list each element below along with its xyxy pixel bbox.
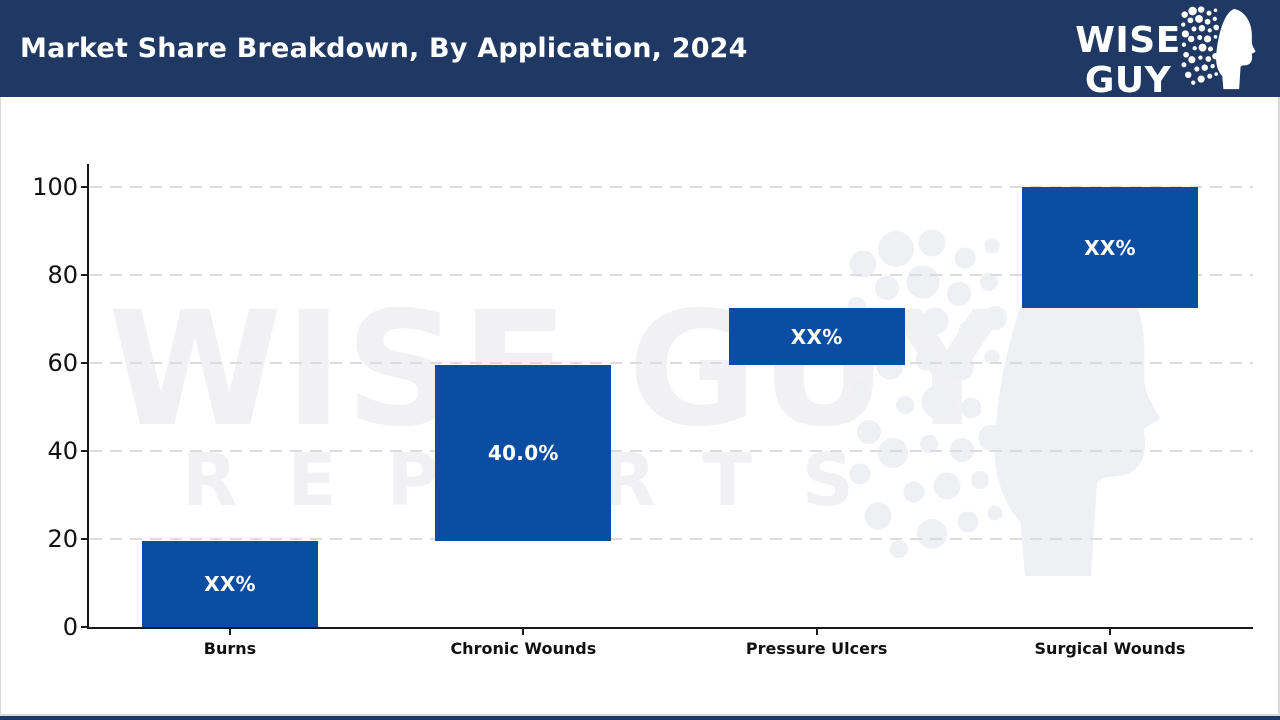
x-axis-category-label: Chronic Wounds (450, 639, 597, 658)
y-axis-tick-label: 100 (32, 173, 78, 201)
x-axis-tick (522, 628, 525, 635)
header-banner: Market Share Breakdown, By Application, … (0, 0, 1280, 118)
x-axis-tick (229, 628, 231, 635)
gridline (90, 450, 1253, 452)
y-axis-tick-label: 60 (47, 349, 78, 377)
logo-subtitle: REPORTS (1071, 103, 1194, 118)
y-axis-tick (81, 538, 88, 540)
logo-head-icon (1181, 6, 1256, 90)
bar-burns: XX% (142, 541, 318, 627)
bar-value-label: XX% (204, 572, 256, 597)
gridline (90, 186, 1253, 188)
logo: WISE GUY REPORTS (1038, 21, 1218, 119)
y-axis-tick-label: 0 (62, 613, 78, 641)
gridline (90, 538, 1253, 540)
bar-value-label: XX% (790, 324, 843, 349)
x-axis-category-label: Pressure Ulcers (745, 639, 888, 658)
y-axis-tick (81, 450, 88, 452)
gridline (90, 274, 1253, 276)
bar-value-label: 40.0% (487, 441, 559, 466)
x-axis-tick (815, 628, 818, 635)
gridline (90, 362, 1253, 364)
y-axis-tick (81, 186, 88, 188)
page-title: Market Share Breakdown, By Application, … (20, 33, 748, 64)
y-axis-tick (81, 626, 88, 628)
y-axis-tick (81, 362, 88, 364)
bar-pressure-ulcers: XX% (728, 308, 905, 366)
bar-value-label: XX% (1084, 235, 1136, 260)
x-axis-category-label: Surgical Wounds (1034, 639, 1186, 658)
x-axis-tick (1108, 628, 1111, 635)
bar-chronic-wounds: 40.0% (435, 365, 612, 542)
x-axis-category-label: Burns (203, 639, 257, 658)
y-axis-tick-label: 80 (47, 261, 78, 289)
y-axis-tick-label: 20 (47, 525, 78, 553)
logo-wordmark: WISE GUY (1075, 20, 1181, 101)
bar-surgical-wounds: XX% (1021, 187, 1198, 308)
y-axis-tick-label: 40 (47, 437, 78, 465)
footer-accent-bar (0, 716, 1280, 720)
y-axis-line (87, 164, 89, 629)
x-axis-line (87, 627, 1253, 629)
y-axis-tick (81, 274, 88, 276)
bottom-divider (0, 714, 1280, 716)
